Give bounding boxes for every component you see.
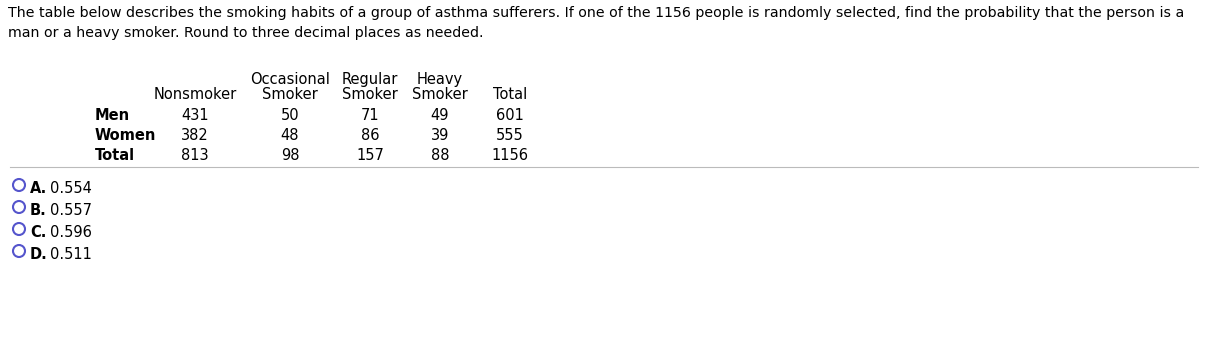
Text: B.: B. [30,203,47,218]
Text: Regular: Regular [342,72,399,87]
Text: Smoker: Smoker [262,87,318,102]
Text: 98: 98 [280,148,300,163]
Text: Nonsmoker: Nonsmoker [153,87,237,102]
Text: C.: C. [30,225,46,240]
Text: 49: 49 [431,108,449,123]
Text: 88: 88 [431,148,449,163]
Text: 157: 157 [356,148,384,163]
Text: Men: Men [95,108,130,123]
Text: 431: 431 [181,108,209,123]
Text: Smoker: Smoker [342,87,397,102]
Text: A.: A. [30,181,47,196]
Text: Women: Women [95,128,156,143]
Text: 382: 382 [181,128,209,143]
Text: Total: Total [493,87,527,102]
Text: The table below describes the smoking habits of a group of asthma sufferers. If : The table below describes the smoking ha… [8,6,1184,40]
Text: 71: 71 [361,108,379,123]
Text: 813: 813 [181,148,209,163]
Text: Smoker: Smoker [412,87,467,102]
Text: D.: D. [30,247,48,262]
Text: 0.554: 0.554 [50,181,92,196]
Text: 1156: 1156 [492,148,529,163]
Text: 39: 39 [431,128,449,143]
Text: 50: 50 [280,108,300,123]
Text: 0.511: 0.511 [50,247,92,262]
Text: 0.596: 0.596 [50,225,92,240]
Text: 0.557: 0.557 [50,203,92,218]
Text: 601: 601 [496,108,524,123]
Text: Occasional: Occasional [250,72,330,87]
Text: 555: 555 [496,128,524,143]
Text: Heavy: Heavy [417,72,463,87]
Text: 48: 48 [280,128,300,143]
Text: 86: 86 [361,128,379,143]
Text: Total: Total [95,148,135,163]
